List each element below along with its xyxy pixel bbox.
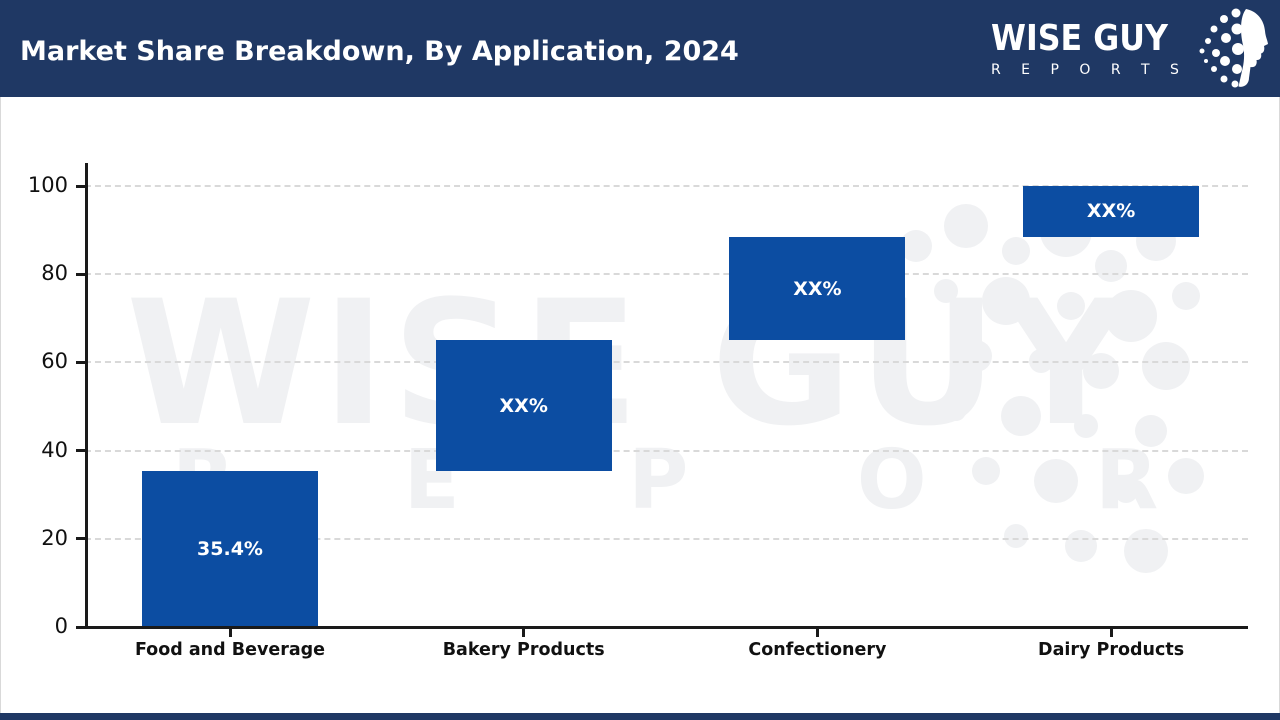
y-gridline — [85, 185, 1248, 187]
left-border — [0, 97, 1, 713]
footer-bar — [0, 713, 1280, 720]
watermark-wordmark: WISE GUY — [126, 263, 1135, 464]
watermark-subtitle: R E P O R T S — [172, 433, 1280, 528]
x-axis-tick — [522, 628, 526, 637]
bar-value-label: 35.4% — [197, 537, 263, 560]
x-axis-category-label: Confectionery — [748, 640, 887, 660]
x-axis-tick — [228, 628, 232, 637]
bar-segment: 35.4% — [142, 470, 318, 627]
y-axis-tick-label: 40 — [41, 437, 68, 462]
y-axis-tick — [76, 272, 85, 276]
bar-segment: XX% — [729, 236, 906, 341]
chart-title: Market Share Breakdown, By Application, … — [20, 36, 739, 67]
y-axis-tick — [76, 184, 85, 188]
watermark-dotted-face-icon — [900, 204, 1204, 573]
x-axis-tick — [1109, 628, 1113, 637]
dotted-face-icon — [1199, 8, 1268, 88]
x-axis-line — [85, 625, 1248, 629]
y-gridline — [85, 273, 1248, 276]
y-gridline — [85, 537, 1248, 540]
y-axis-tick-label: 0 — [54, 614, 68, 638]
bar-segment: XX% — [435, 340, 612, 471]
wise-guy-reports-logo: WISE GUY R E P O R T S — [991, 5, 1268, 93]
bar-value-label: XX% — [499, 394, 548, 417]
bar-segment: XX% — [1023, 186, 1200, 237]
bar-value-label: XX% — [793, 277, 842, 300]
y-axis-line — [85, 163, 88, 629]
x-axis-category-label: Bakery Products — [442, 640, 605, 660]
logo-text: WISE GUY R E P O R T S — [990, 17, 1192, 78]
x-axis-category-label: Food and Beverage — [134, 640, 326, 660]
x-axis-category-label: Dairy Products — [1038, 640, 1185, 660]
logo-subtitle: R E P O R T S — [990, 61, 1187, 78]
y-axis-tick-label: 20 — [41, 525, 68, 550]
y-axis-tick — [76, 449, 85, 453]
y-axis-tick-label: 80 — [41, 261, 68, 286]
y-gridline — [85, 361, 1248, 364]
y-axis-tick-label: 100 — [27, 173, 68, 197]
y-axis-tick — [76, 537, 85, 541]
bar-value-label: XX% — [1086, 200, 1136, 223]
x-axis-tick — [815, 628, 819, 637]
y-axis-tick — [76, 360, 85, 364]
y-gridline — [85, 449, 1248, 452]
header-bar: Market Share Breakdown, By Application, … — [0, 0, 1280, 97]
y-axis-tick-label: 60 — [41, 349, 68, 374]
y-axis-tick — [76, 625, 85, 629]
logo-wordmark: WISE GUY — [990, 17, 1168, 59]
